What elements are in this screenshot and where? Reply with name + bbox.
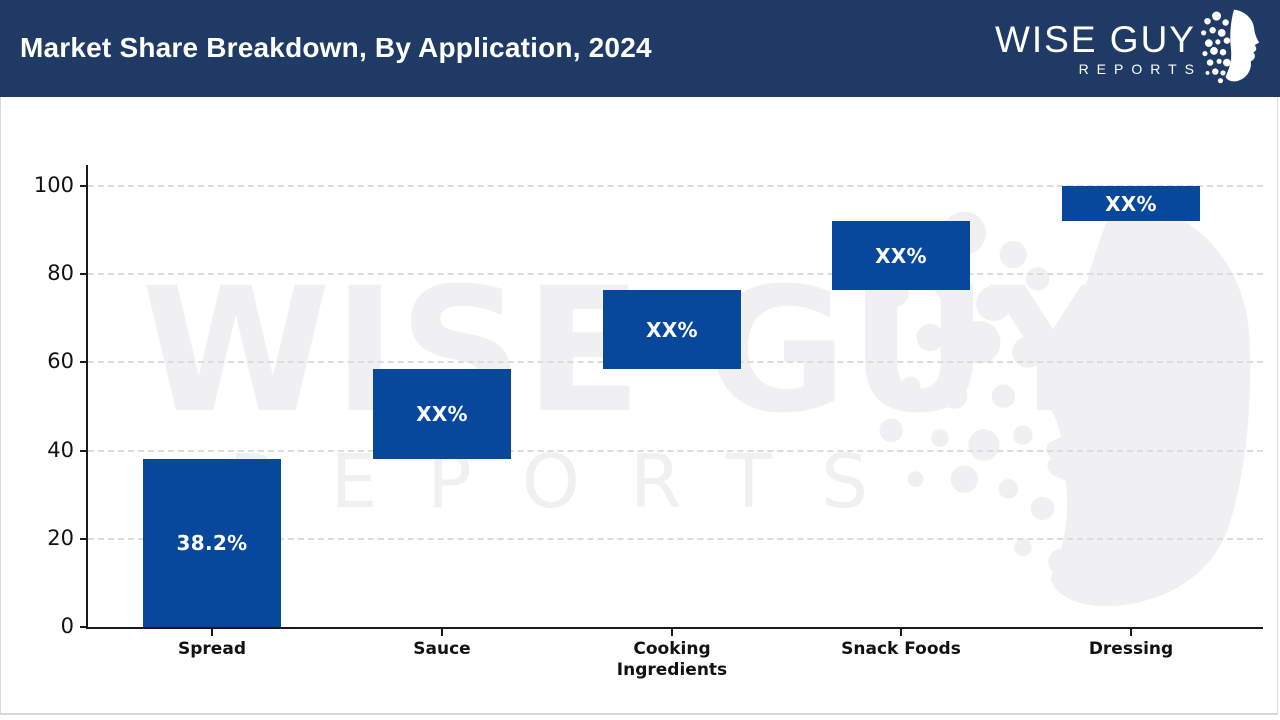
bar-spread: 38.2% [143, 458, 281, 627]
bar-value-label: XX% [416, 401, 468, 426]
gridline-20 [88, 537, 1263, 540]
y-tick-mark [80, 185, 88, 187]
bar-dressing: XX% [1062, 186, 1200, 222]
x-category-label: Snack Foods [841, 639, 961, 659]
y-tick-mark [80, 273, 88, 276]
header: Market Share Breakdown, By Application, … [0, 0, 1280, 97]
x-category-label: Sauce [413, 639, 471, 659]
x-tick-mark [900, 629, 902, 636]
logo-wordmark: WISE GUY [994, 19, 1196, 60]
logo-subtitle: REPORTS [1078, 61, 1202, 77]
y-tick-mark [80, 361, 88, 364]
y-axis-line [86, 165, 88, 629]
y-tick-label: 40 [47, 437, 74, 462]
bar-cooking-ingredients: XX% [603, 290, 741, 370]
logo-head-icon [1201, 9, 1260, 83]
logo-text: WISE GUY REPORTS [995, 21, 1196, 76]
wise-guy-logo: WISE GUY REPORTS [995, 7, 1270, 91]
x-category-label: Cooking Ingredients [616, 639, 728, 681]
watermark-head-icon [877, 197, 1251, 607]
y-tick-label: 0 [60, 614, 74, 638]
y-tick-label: 100 [33, 173, 74, 197]
x-tick-mark [671, 629, 673, 636]
x-axis-line [86, 627, 1263, 629]
bar-value-label: XX% [875, 243, 927, 268]
bar-value-label: XX% [646, 317, 698, 342]
bar-value-label: 38.2% [176, 530, 248, 555]
y-tick-mark [80, 537, 88, 540]
x-category-label: Dressing [1088, 639, 1174, 659]
x-tick-mark [1130, 629, 1132, 636]
bar-snack-foods: XX% [832, 221, 970, 291]
gridline-40 [88, 449, 1263, 452]
bar-value-label: XX% [1105, 191, 1157, 216]
y-tick-label: 20 [47, 525, 74, 550]
page-title: Market Share Breakdown, By Application, … [20, 32, 652, 64]
gridline-100 [88, 185, 1263, 187]
x-tick-mark [211, 629, 213, 636]
chart-area: WISE GUY REPORTS 0 20 40 60 80 100 38.2% Spread… [0, 97, 1278, 715]
y-tick-mark [80, 449, 88, 452]
bar-sauce: XX% [373, 369, 511, 459]
y-tick-label: 60 [47, 349, 74, 374]
x-tick-mark [441, 629, 443, 636]
gridline-80 [88, 273, 1263, 276]
waterfall-chart: 0 20 40 60 80 100 38.2% Spread XX% Sauce XX% Cookin… [1, 97, 1277, 713]
y-tick-mark [80, 626, 88, 628]
y-tick-label: 80 [47, 261, 74, 286]
x-category-label: Spread [178, 639, 246, 659]
